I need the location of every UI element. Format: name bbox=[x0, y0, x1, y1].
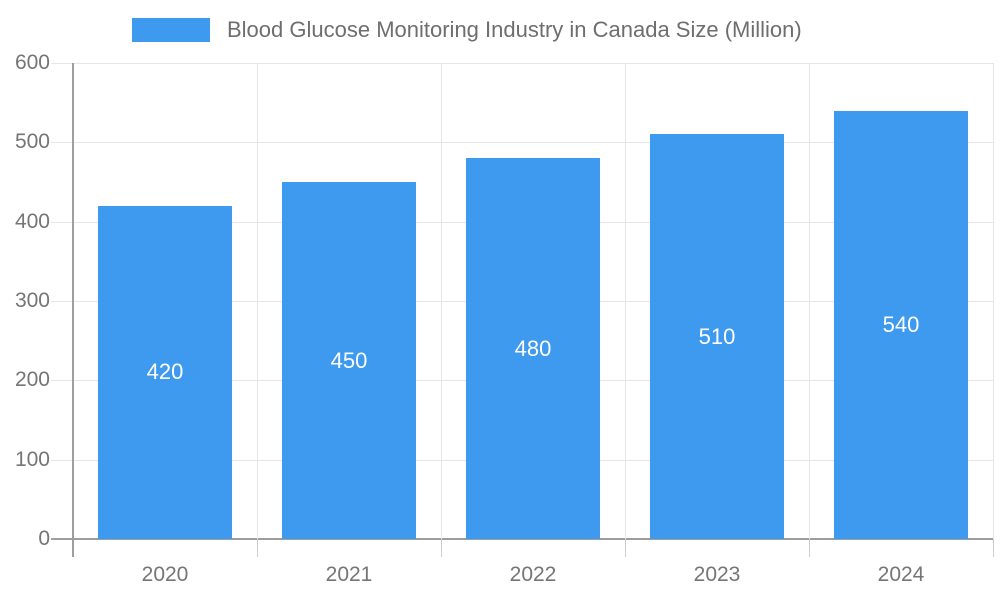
legend-swatch bbox=[132, 18, 210, 42]
x-axis-tick bbox=[441, 539, 442, 557]
bar-2020[interactable] bbox=[98, 206, 232, 539]
bar-2023[interactable] bbox=[650, 134, 784, 539]
y-axis-tick-label: 600 bbox=[14, 51, 50, 74]
bar-value-label: 420 bbox=[146, 359, 184, 384]
x-axis-category-label: 2024 bbox=[877, 563, 925, 586]
h-gridline-600 bbox=[51, 63, 993, 64]
y-axis-tick-label: 300 bbox=[14, 289, 50, 312]
x-axis-tick bbox=[257, 539, 258, 557]
legend[interactable]: Blood Glucose Monitoring Industry in Can… bbox=[132, 17, 802, 43]
y-axis-tick-label: 400 bbox=[14, 210, 50, 233]
bar-value-label: 450 bbox=[330, 348, 368, 373]
v-gridline bbox=[441, 63, 442, 539]
y-axis-tick-label: 0 bbox=[38, 527, 50, 550]
bar-value-label: 540 bbox=[882, 312, 920, 337]
y-axis-line bbox=[72, 63, 74, 557]
v-gridline bbox=[809, 63, 810, 539]
h-gridline-500 bbox=[51, 142, 993, 143]
v-gridline bbox=[625, 63, 626, 539]
bar-2024[interactable] bbox=[834, 111, 968, 539]
y-axis-tick-label: 200 bbox=[14, 368, 50, 391]
bar-value-label: 480 bbox=[514, 336, 552, 361]
x-axis-category-label: 2021 bbox=[325, 563, 373, 586]
x-axis-line bbox=[51, 538, 993, 540]
bar-value-label: 510 bbox=[698, 324, 736, 349]
x-axis-tick bbox=[809, 539, 810, 557]
x-axis-tick bbox=[993, 539, 994, 557]
x-axis-category-label: 2020 bbox=[141, 563, 189, 586]
x-axis-tick bbox=[625, 539, 626, 557]
x-axis-category-label: 2022 bbox=[509, 563, 557, 586]
legend-label: Blood Glucose Monitoring Industry in Can… bbox=[227, 17, 802, 42]
bar-2021[interactable] bbox=[282, 182, 416, 539]
bar-2022[interactable] bbox=[466, 158, 600, 539]
x-axis-category-label: 2023 bbox=[693, 563, 741, 586]
v-gridline bbox=[993, 63, 994, 539]
y-axis-tick-label: 500 bbox=[14, 130, 50, 153]
v-gridline bbox=[257, 63, 258, 539]
y-axis-tick-label: 100 bbox=[14, 448, 50, 471]
